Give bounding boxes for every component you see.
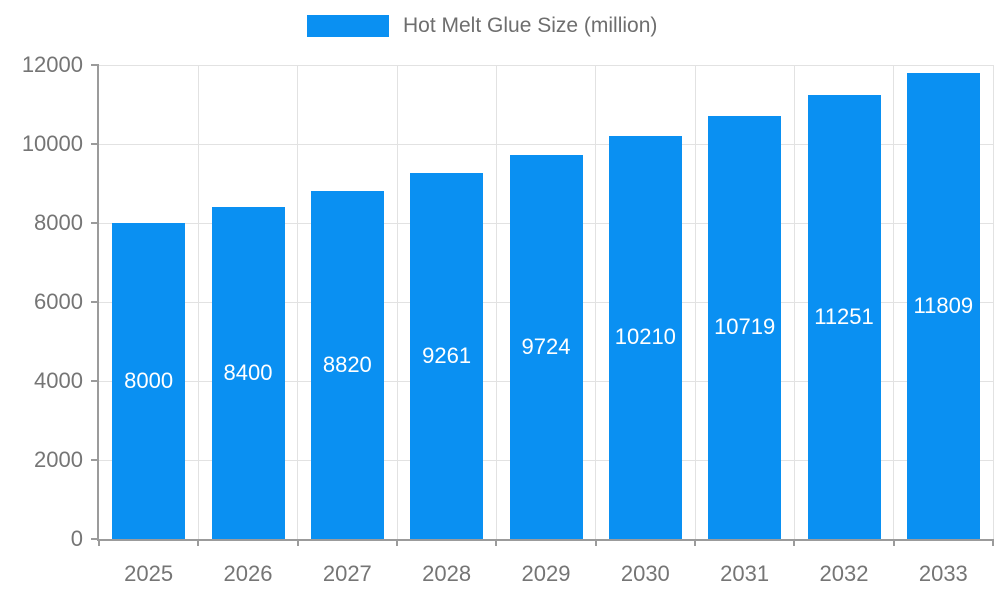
y-axis-tick bbox=[91, 301, 99, 303]
gridline-vertical bbox=[893, 65, 895, 539]
x-tick-label: 2027 bbox=[322, 561, 372, 586]
gridline-horizontal bbox=[99, 143, 993, 145]
bar-value-label: 9724 bbox=[521, 333, 571, 359]
y-tick-label: 4000 bbox=[34, 368, 83, 393]
gridline-vertical bbox=[495, 65, 497, 539]
gridline-horizontal bbox=[99, 64, 993, 66]
x-tick-label: 2026 bbox=[223, 561, 273, 586]
x-axis-line bbox=[97, 539, 993, 541]
y-tick-label: 6000 bbox=[34, 289, 83, 314]
y-tick-label: 8000 bbox=[34, 210, 83, 235]
y-axis-tick bbox=[91, 538, 99, 540]
y-tick-label: 10000 bbox=[21, 131, 83, 156]
bar-value-label: 8820 bbox=[322, 351, 372, 377]
gridline-vertical bbox=[297, 65, 299, 539]
bar-value-label: 10210 bbox=[614, 324, 676, 350]
gridline-vertical bbox=[694, 65, 696, 539]
bar-value-label: 11809 bbox=[913, 292, 974, 318]
y-axis-tick bbox=[91, 222, 99, 224]
x-axis-tick bbox=[197, 539, 200, 546]
bar[interactable]: 9261 bbox=[410, 173, 484, 539]
bar[interactable]: 10719 bbox=[708, 115, 782, 539]
x-tick-label: 2029 bbox=[521, 561, 571, 586]
x-tick-label: 2025 bbox=[124, 561, 174, 586]
x-tick-label: 2028 bbox=[422, 561, 472, 586]
bar[interactable]: 9724 bbox=[509, 154, 583, 539]
bar-value-label: 10719 bbox=[714, 314, 776, 340]
x-tick-label: 2033 bbox=[918, 561, 968, 586]
bar[interactable]: 11251 bbox=[807, 94, 881, 539]
y-axis-tick bbox=[91, 143, 99, 145]
gridline-vertical bbox=[595, 65, 597, 539]
y-tick-label: 12000 bbox=[21, 52, 83, 77]
bar[interactable]: 11809 bbox=[906, 72, 980, 539]
x-tick-label: 2031 bbox=[720, 561, 770, 586]
bar-value-label: 9261 bbox=[422, 343, 472, 369]
y-axis-tick bbox=[91, 380, 99, 382]
bar-value-label: 8000 bbox=[124, 368, 174, 393]
gridline-vertical bbox=[793, 65, 795, 539]
bar-value-label: 8400 bbox=[223, 360, 273, 386]
bar[interactable]: 8000 bbox=[112, 223, 186, 539]
legend-swatch bbox=[307, 15, 389, 37]
x-axis-tick bbox=[694, 539, 696, 546]
gridline-vertical bbox=[396, 65, 398, 539]
x-axis-tick bbox=[296, 539, 299, 546]
x-axis-tick bbox=[396, 539, 398, 546]
x-axis-tick bbox=[892, 539, 895, 546]
bar-value-label: 11251 bbox=[814, 303, 874, 329]
x-axis-tick bbox=[495, 539, 498, 546]
y-tick-label: 2000 bbox=[34, 447, 83, 472]
x-tick-label: 2030 bbox=[620, 561, 670, 586]
x-axis-tick bbox=[793, 539, 796, 546]
y-axis-tick bbox=[91, 459, 99, 461]
bar[interactable]: 10210 bbox=[608, 135, 682, 539]
legend[interactable]: Hot Melt Glue Size (million) bbox=[307, 14, 657, 38]
x-axis-tick bbox=[992, 539, 994, 546]
gridline-vertical bbox=[197, 65, 199, 539]
y-axis-tick bbox=[91, 64, 99, 66]
bar[interactable]: 8400 bbox=[211, 207, 285, 539]
y-tick-label: 0 bbox=[70, 526, 83, 551]
y-axis-line bbox=[97, 65, 99, 539]
x-axis-tick bbox=[98, 539, 100, 546]
x-axis-tick bbox=[594, 539, 597, 546]
legend-label: Hot Melt Glue Size (million) bbox=[403, 14, 658, 37]
bar[interactable]: 8820 bbox=[310, 190, 384, 539]
gridline-vertical bbox=[992, 65, 994, 539]
x-tick-label: 2032 bbox=[819, 561, 869, 586]
